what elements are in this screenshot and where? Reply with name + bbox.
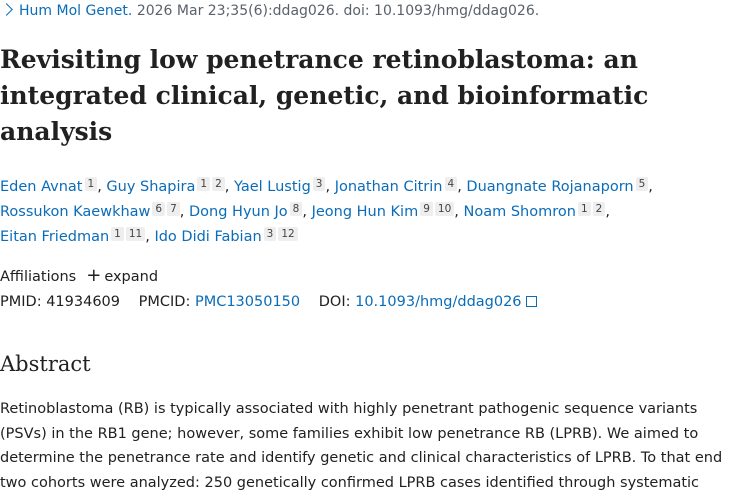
affiliations: Affiliations + expand bbox=[0, 265, 158, 286]
author: Jeong Hun Kim 9 10, bbox=[311, 202, 459, 220]
abstract-heading: Abstract bbox=[0, 352, 91, 376]
expand-icon[interactable]: + bbox=[86, 265, 102, 286]
affiliation-number[interactable]: 10 bbox=[434, 202, 455, 216]
author: Dong Hyun Jo 8, bbox=[189, 202, 307, 220]
separator: , bbox=[179, 204, 185, 220]
author: Noam Shomron 1 2, bbox=[463, 202, 610, 220]
separator: , bbox=[457, 179, 462, 195]
identifiers: PMID: 41934609 PMCID: PMC13050150 DOI: 1… bbox=[0, 294, 537, 310]
separator: , bbox=[145, 229, 150, 245]
author: Jonathan Citrin 4, bbox=[334, 177, 462, 195]
pmid: 41934609 bbox=[46, 294, 121, 310]
author: Rossukon Kaewkhaw 6 7, bbox=[0, 202, 185, 220]
author: Eitan Friedman 1 11, bbox=[0, 227, 150, 245]
affiliation-number[interactable]: 2 bbox=[592, 202, 606, 216]
author-name[interactable]: Duangnate Rojanaporn bbox=[466, 179, 634, 195]
pmcid-link[interactable]: PMC13050150 bbox=[194, 294, 301, 310]
author-name[interactable]: Dong Hyun Jo bbox=[189, 204, 288, 220]
separator: , bbox=[648, 179, 653, 195]
author: Guy Shapira 1 2, bbox=[106, 177, 230, 195]
affiliation-number[interactable]: 3 bbox=[263, 227, 277, 241]
affiliation-number[interactable]: 8 bbox=[289, 202, 303, 216]
author-name[interactable]: Noam Shomron bbox=[463, 204, 576, 220]
chevron-icon bbox=[0, 3, 13, 16]
author-name[interactable]: Eden Avnat bbox=[0, 179, 83, 195]
affiliation-number[interactable]: 9 bbox=[420, 202, 433, 216]
affiliation-number[interactable]: 3 bbox=[312, 177, 326, 191]
expand-button[interactable]: expand bbox=[104, 269, 159, 285]
affiliation-number[interactable]: 1 bbox=[84, 177, 98, 191]
affiliation-number[interactable]: 4 bbox=[444, 177, 458, 191]
author-name[interactable]: Jonathan Citrin bbox=[334, 179, 443, 195]
affiliation-number[interactable]: 1 bbox=[111, 227, 124, 241]
pmid-label: PMID: bbox=[0, 294, 42, 310]
author-name[interactable]: Jeong Hun Kim bbox=[311, 204, 419, 220]
author-name[interactable]: Guy Shapira bbox=[106, 179, 196, 195]
citation: Hum Mol Genet. 2026 Mar 23;35(6):ddag026… bbox=[0, 3, 539, 19]
affiliation-number[interactable]: 5 bbox=[635, 177, 649, 191]
affiliation-number[interactable]: 6 bbox=[152, 202, 166, 216]
affiliation-number[interactable]: 1 bbox=[197, 177, 211, 191]
doi-link[interactable]: 10.1093/hmg/ddag026 bbox=[355, 294, 522, 310]
author: Ido Didi Fabian 3 12 bbox=[154, 227, 298, 245]
affiliation-number[interactable]: 1 bbox=[577, 202, 591, 216]
affiliation-number[interactable]: 11 bbox=[125, 227, 146, 241]
separator: , bbox=[454, 204, 459, 220]
author-name[interactable]: Rossukon Kaewkhaw bbox=[0, 204, 151, 220]
affiliation-number[interactable]: 7 bbox=[167, 202, 180, 216]
author-name[interactable]: Eitan Friedman bbox=[0, 229, 110, 245]
author-name[interactable]: Ido Didi Fabian bbox=[154, 229, 262, 245]
affiliation-number[interactable]: 12 bbox=[278, 227, 298, 241]
abstract-text: Retinoblastoma (RB) is typically associa… bbox=[0, 401, 723, 500]
separator: , bbox=[605, 204, 610, 220]
separator: , bbox=[325, 179, 331, 195]
author-name[interactable]: Yael Lustig bbox=[233, 179, 311, 195]
affiliations-label: Affiliations bbox=[0, 269, 77, 285]
doi-label: DOI: bbox=[318, 294, 351, 310]
affiliation-number[interactable]: 2 bbox=[212, 177, 225, 191]
pmcid-label: PMCID: bbox=[138, 294, 191, 310]
separator: , bbox=[97, 179, 102, 195]
citation-details: 2026 Mar 23;35(6):ddag026. doi: 10.1093/… bbox=[136, 3, 540, 19]
separator: , bbox=[224, 179, 230, 195]
author-list: Eden Avnat 1, Guy Shapira 1 2, Yael Lustig 3… bbox=[0, 175, 690, 250]
separator: , bbox=[302, 204, 307, 220]
journal-link[interactable]: Hum Mol Genet. bbox=[19, 3, 133, 19]
author: Eden Avnat 1, bbox=[0, 177, 102, 195]
author: Duangnate Rojanaporn 5, bbox=[466, 177, 653, 195]
article-title: Revisiting low penetrance retinoblastoma… bbox=[0, 45, 649, 146]
author: Yael Lustig 3, bbox=[233, 177, 331, 195]
external-link-icon bbox=[525, 296, 537, 307]
